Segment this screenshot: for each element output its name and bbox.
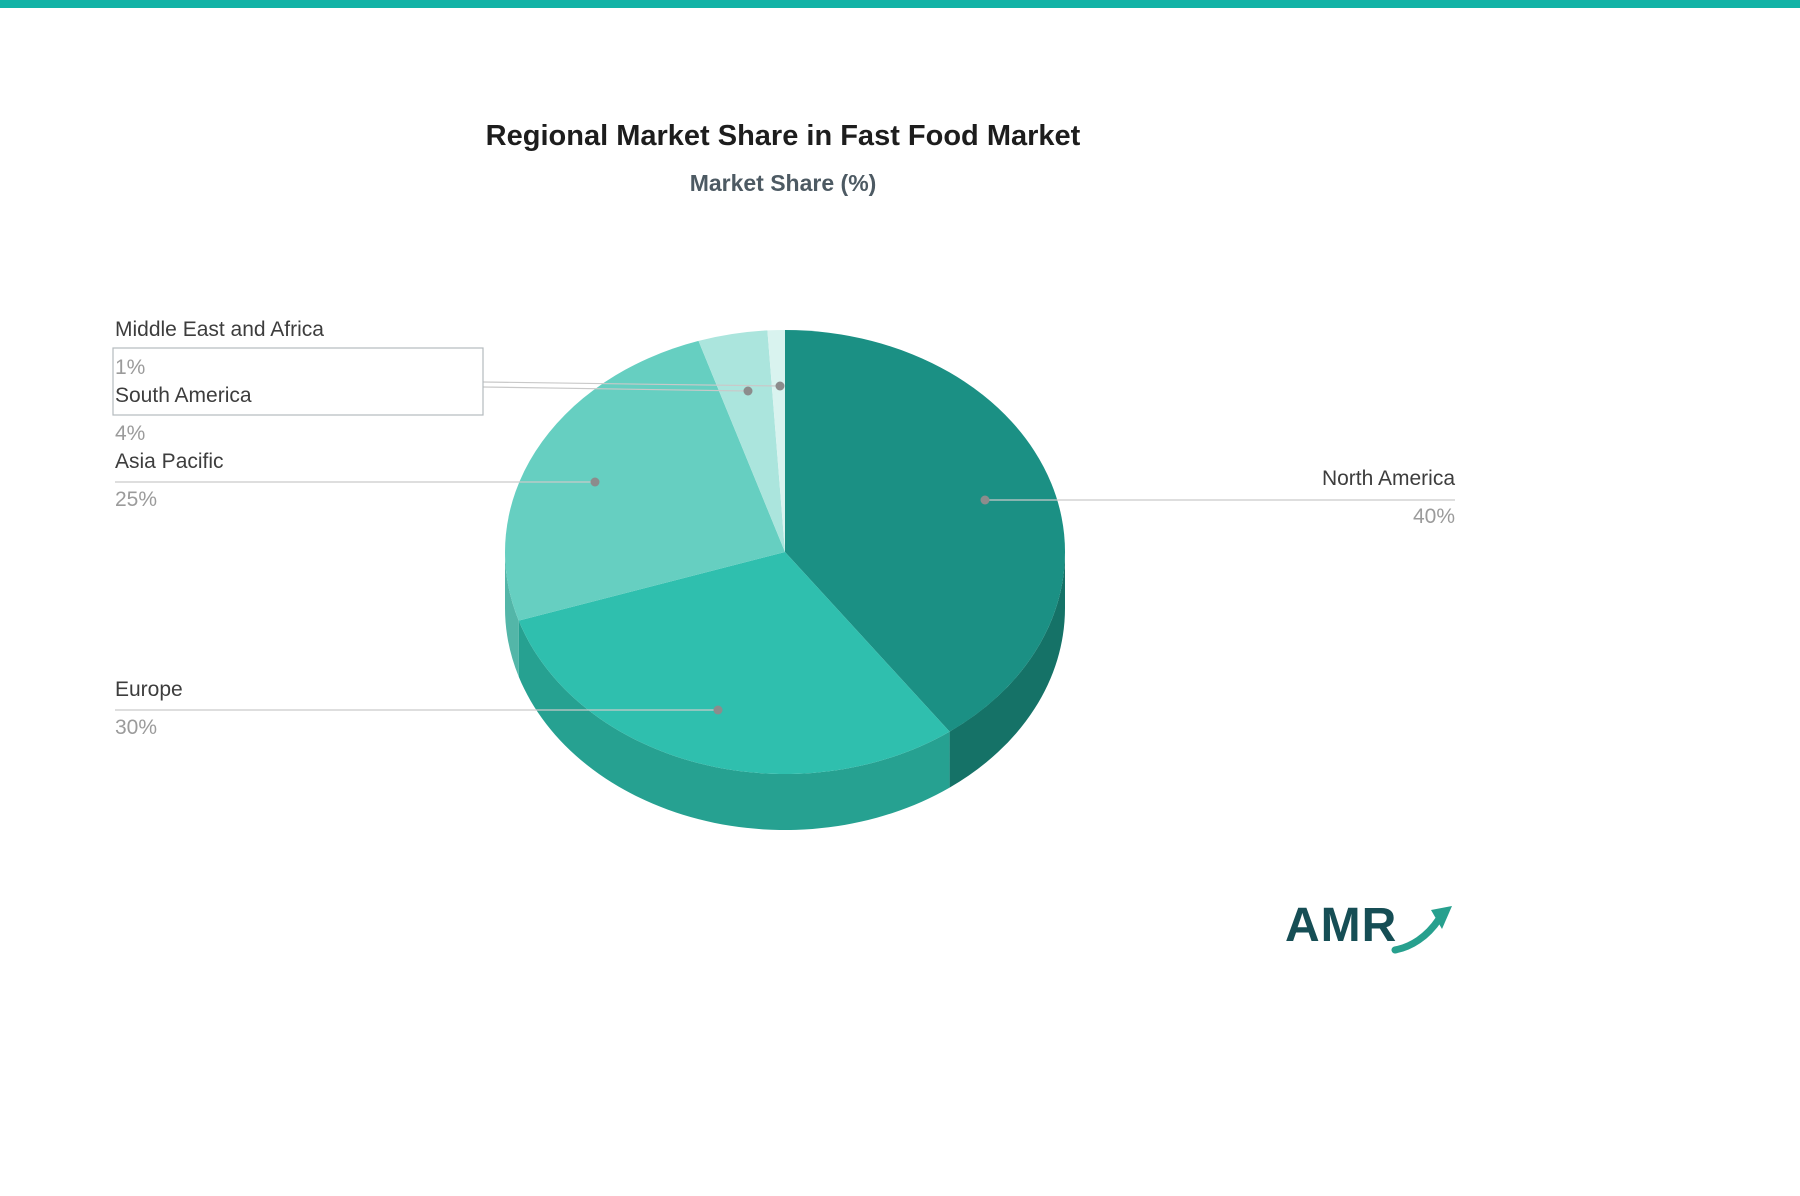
callout-asia-pacific: Asia Pacific 25% [115,450,224,512]
chart-subtitle: Market Share (%) [689,170,877,196]
callout-value: 25% [115,488,158,511]
callout-box [112,347,484,416]
leader-line-middle-east-and-africa [482,381,781,387]
callout-label: North America [1321,467,1455,490]
chart-title: Regional Market Share in Fast Food Marke… [485,120,1081,152]
pie-slice-side-north-america [949,552,1066,788]
pie-slice-side-asia-pacific [505,552,519,677]
leader-dot-middle-east-and-africa [775,381,785,391]
pie-slice-side-europe [518,620,950,831]
amr-logo-text: AMR [1285,899,1398,952]
callout-value: 1% [115,356,146,379]
leader-dot-europe [713,705,723,715]
callout-north-america: North America 40% [1322,467,1455,529]
callout-south-america: South America 4% [115,384,252,446]
leader-dot-north-america [980,495,990,505]
callout-label: Asia Pacific [115,450,224,473]
leader-dot-asia-pacific [590,477,600,487]
pie-slice-asia-pacific[interactable] [505,340,785,621]
callout-value: 4% [115,422,146,445]
callout-middle-east-and-africa: Middle East and Africa 1% [115,318,324,380]
top-accent-bar [0,0,1800,8]
callout-value: 30% [115,716,158,739]
leader-lines [115,381,1455,715]
leader-line-south-america [482,386,749,392]
logo-arrow-icon [1391,906,1452,954]
leader-dot-south-america [743,386,753,396]
pie-slice-europe[interactable] [518,552,950,775]
callout-europe: Europe 30% [115,678,183,740]
amr-logo: AMR [1285,898,1452,958]
callout-label: Middle East and Africa [115,318,324,341]
callout-label: South America [115,384,252,407]
pie-3d-sides [505,552,1066,831]
callout-value: 40% [1412,505,1455,528]
callout-label: Europe [115,678,183,701]
pie-slices [505,329,1066,775]
pie-slice-north-america[interactable] [785,330,1066,732]
